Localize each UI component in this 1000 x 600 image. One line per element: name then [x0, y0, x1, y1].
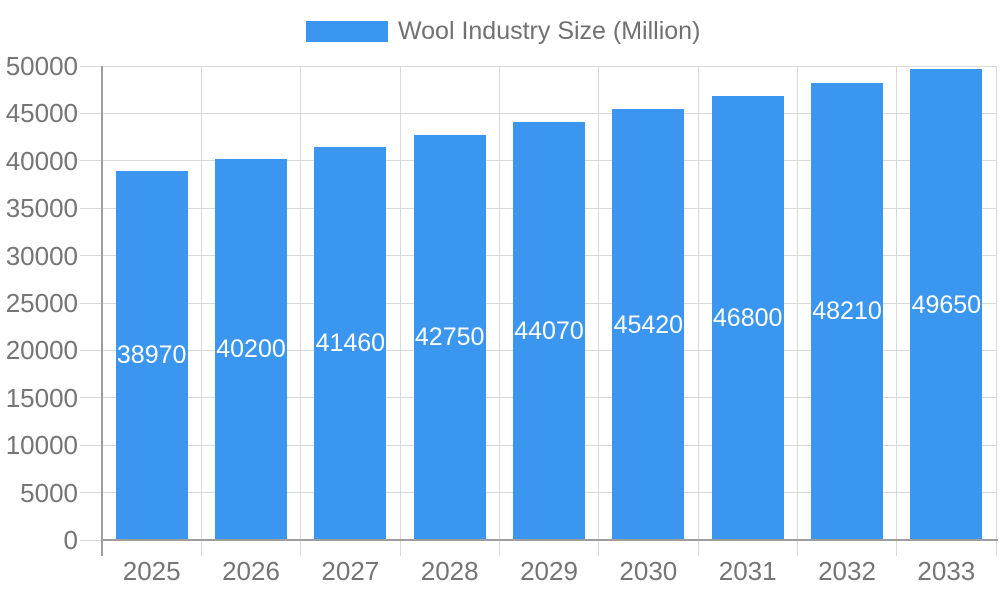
y-axis-label: 20000	[5, 335, 78, 366]
y-axis-label: 30000	[5, 240, 78, 271]
bar[interactable]	[215, 158, 287, 540]
y-axis-label: 35000	[5, 193, 78, 224]
bar-value-label: 48210	[812, 297, 882, 326]
v-gridline	[300, 66, 302, 556]
y-axis-label: 0	[63, 525, 78, 555]
chart-legend: Wool Industry Size (Million)	[0, 0, 1000, 56]
x-axis-label: 2032	[818, 556, 876, 586]
y-tick	[80, 207, 102, 209]
legend-swatch	[306, 21, 388, 42]
y-axis-label: 50000	[5, 51, 78, 81]
bar[interactable]	[612, 109, 685, 540]
y-tick	[80, 539, 102, 541]
x-axis-label: 2030	[619, 556, 678, 586]
y-axis-label: 45000	[5, 98, 78, 129]
y-axis-label: 25000	[5, 288, 78, 318]
bar-value-label: 38970	[116, 341, 187, 370]
y-tick	[80, 112, 102, 114]
h-gridline	[102, 65, 996, 67]
v-gridline	[598, 66, 600, 556]
v-gridline	[697, 66, 699, 556]
y-axis-label: 10000	[5, 430, 78, 461]
bar[interactable]	[115, 170, 188, 540]
x-axis-label: 2026	[222, 556, 280, 586]
v-gridline	[200, 66, 202, 556]
bar-value-label: 40200	[216, 335, 286, 364]
y-axis-line	[101, 66, 103, 556]
h-gridline	[102, 112, 996, 114]
y-tick	[80, 302, 102, 304]
x-axis-baseline	[101, 539, 998, 541]
y-tick	[80, 65, 102, 67]
y-tick	[80, 492, 102, 494]
bar[interactable]	[811, 82, 883, 540]
bar-value-label: 49650	[911, 290, 982, 319]
y-tick	[80, 397, 102, 399]
bar-value-label: 41460	[315, 329, 386, 358]
bar-value-label: 44070	[514, 317, 584, 346]
v-gridline	[896, 66, 898, 556]
y-axis-label: 40000	[5, 145, 78, 176]
bar[interactable]	[314, 146, 387, 540]
x-axis-label: 2027	[321, 556, 380, 586]
x-axis-label: 2033	[917, 556, 976, 586]
y-tick	[80, 160, 102, 162]
y-tick	[80, 349, 102, 351]
x-axis-label: 2025	[122, 556, 181, 586]
v-gridline	[796, 66, 798, 556]
y-axis-label: 5000	[20, 477, 78, 508]
bar[interactable]	[910, 69, 983, 540]
y-axis-label: 15000	[5, 382, 78, 413]
bar-value-label: 45420	[613, 310, 684, 339]
y-tick	[80, 255, 102, 257]
v-gridline	[995, 66, 997, 556]
x-axis-label: 2028	[420, 556, 479, 586]
v-gridline	[399, 66, 401, 556]
bar[interactable]	[513, 122, 585, 540]
bar[interactable]	[711, 96, 784, 540]
x-axis-label: 2029	[520, 556, 578, 586]
x-axis-label: 2031	[718, 556, 777, 586]
legend-label: Wool Industry Size (Million)	[398, 17, 701, 45]
bar[interactable]	[413, 134, 486, 540]
bar-value-label: 42750	[414, 323, 485, 352]
bar-value-label: 46800	[712, 304, 783, 333]
v-gridline	[498, 66, 500, 556]
y-tick	[80, 444, 102, 446]
